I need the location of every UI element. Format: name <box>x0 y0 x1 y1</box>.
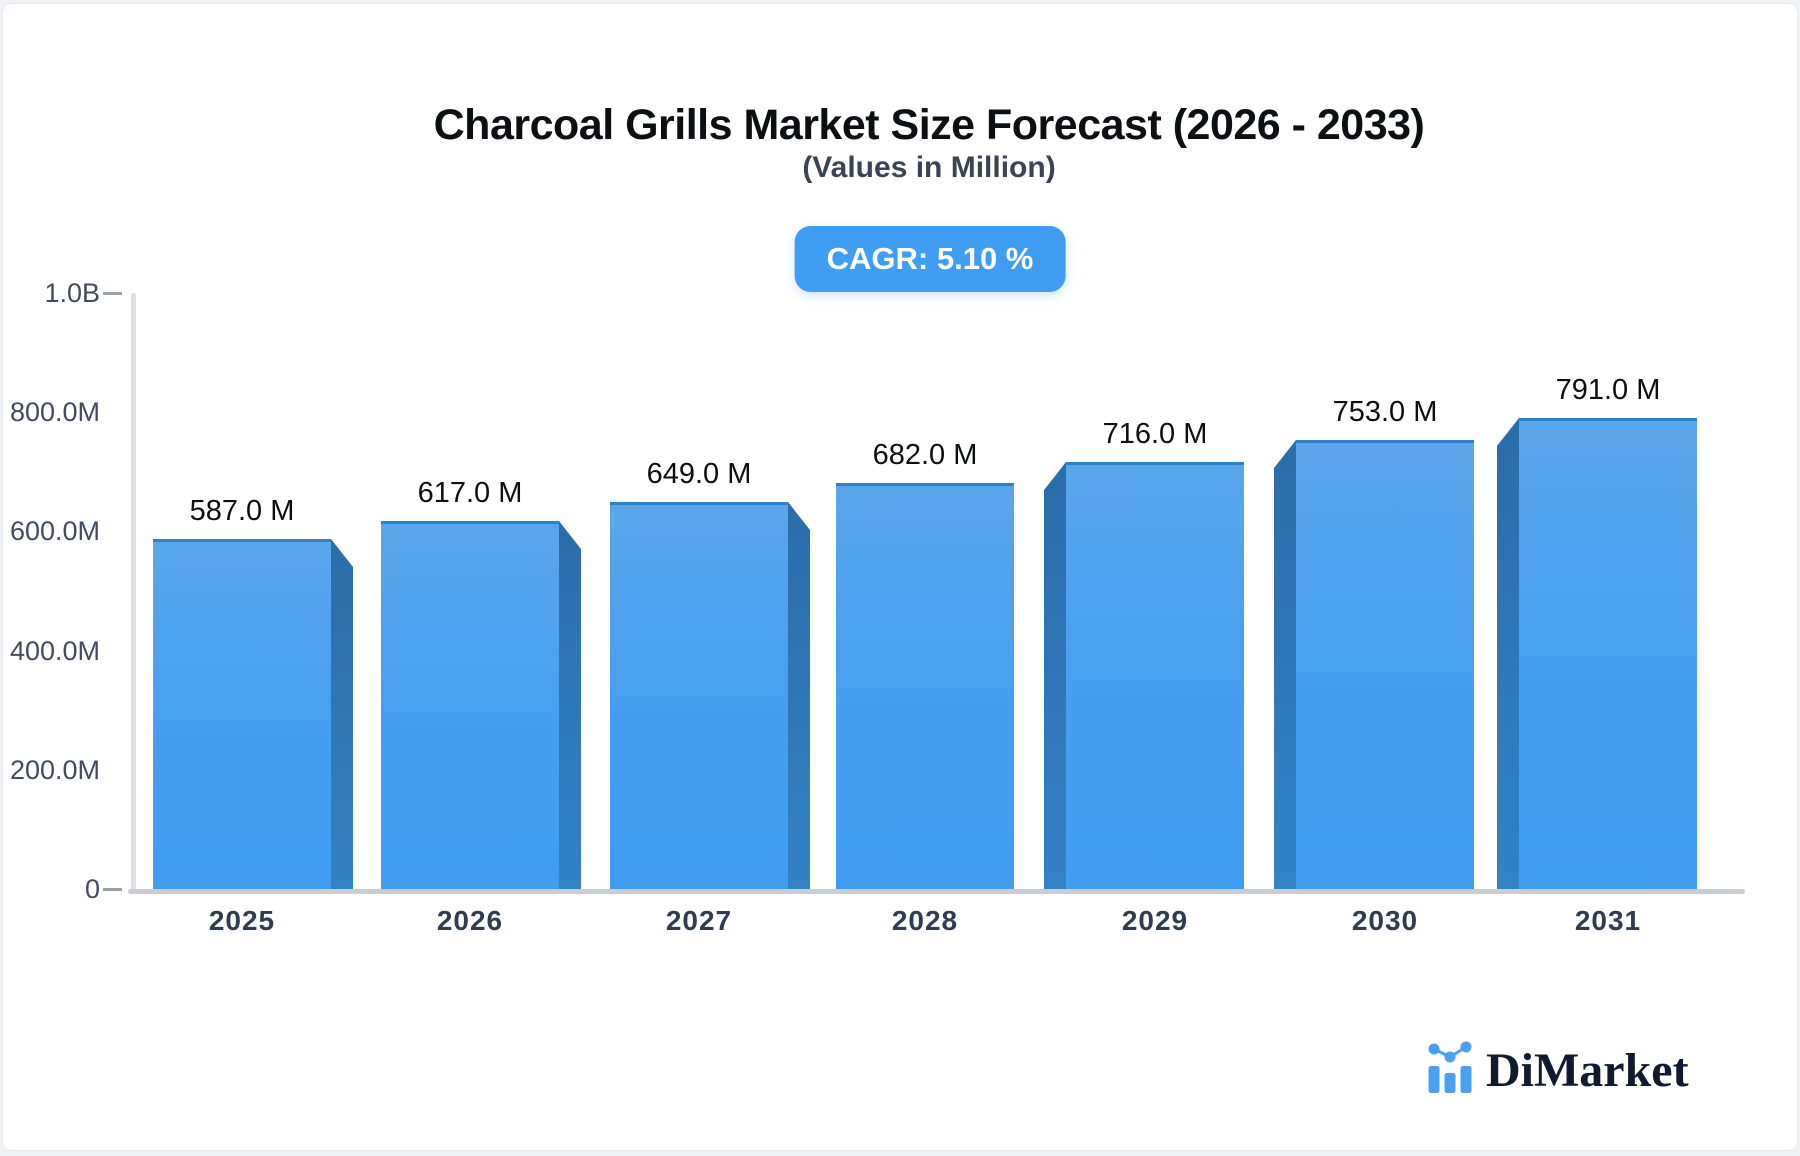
x-axis-label: 2030 <box>1351 905 1419 936</box>
page-title: Charcoal Grills Market Size Forecast (20… <box>433 101 1425 149</box>
ytick-dash <box>103 292 122 295</box>
bar-2031: 791.0 M <box>1497 374 1697 889</box>
bar-face <box>836 483 1014 889</box>
ytick-label: 800.0M <box>9 397 100 428</box>
bar-value-label: 753.0 M <box>1332 396 1438 428</box>
bar-value-label: 682.0 M <box>872 439 978 471</box>
x-axis-label: 2031 <box>1574 905 1642 936</box>
bar-side-face <box>559 521 581 889</box>
bar-face <box>1066 462 1244 889</box>
bar-2028: 682.0 M <box>836 439 1014 889</box>
bar-side-face <box>1044 462 1066 889</box>
ytick-label: 200.0M <box>9 754 100 785</box>
bar-side-face <box>1497 418 1519 889</box>
x-axis-label: 2027 <box>665 905 733 936</box>
bar-2025: 587.0 M <box>153 495 353 889</box>
bar-2027: 649.0 M <box>610 458 810 889</box>
brand-logo-icon <box>1428 1041 1472 1093</box>
ytick-label: 400.0M <box>9 635 100 666</box>
bar-2026: 617.0 M <box>381 477 581 889</box>
chart-card: Charcoal Grills Market Size Forecast (20… <box>2 3 1798 1151</box>
bar-side-face <box>331 539 353 889</box>
bar-value-label: 716.0 M <box>1102 418 1208 450</box>
brand-logo: DiMarket <box>1427 1040 1689 1098</box>
bar-2029: 716.0 M <box>1044 418 1244 889</box>
ytick-label: 1.0B <box>44 278 100 308</box>
ytick-label: 0 <box>84 874 100 904</box>
ytick-dash <box>103 888 122 891</box>
page-subtitle: (Values in Million) <box>802 151 1056 184</box>
bar-face <box>1296 440 1474 889</box>
bar-value-label: 649.0 M <box>646 458 752 490</box>
bar-face <box>1519 418 1697 889</box>
ytick-label: 600.0M <box>9 516 100 547</box>
bar-2030: 753.0 M <box>1274 396 1474 889</box>
bar-value-label: 791.0 M <box>1555 374 1661 406</box>
bar-side-face <box>1274 440 1296 889</box>
y-axis-line <box>131 293 136 894</box>
bar-chart-plot-area: 1.0B 800.0M 600.0M 400.0M 200.0M 0 587.0 M 617… <box>10 278 1745 936</box>
bar-value-label: 587.0 M <box>189 495 295 527</box>
bar-face <box>381 521 559 889</box>
brand-name: DiMarket <box>1486 1044 1689 1098</box>
x-axis-label: 2026 <box>436 905 504 936</box>
x-axis-line <box>128 889 1745 894</box>
x-axis-label: 2028 <box>891 905 959 936</box>
x-axis-label: 2025 <box>208 905 276 936</box>
x-axis-label: 2029 <box>1121 905 1189 936</box>
bar-face <box>610 502 788 889</box>
bar-side-face <box>788 502 810 889</box>
bar-face <box>153 539 331 889</box>
cagr-badge: CAGR: 5.10 % <box>794 226 1066 292</box>
bar-value-label: 617.0 M <box>417 477 523 509</box>
